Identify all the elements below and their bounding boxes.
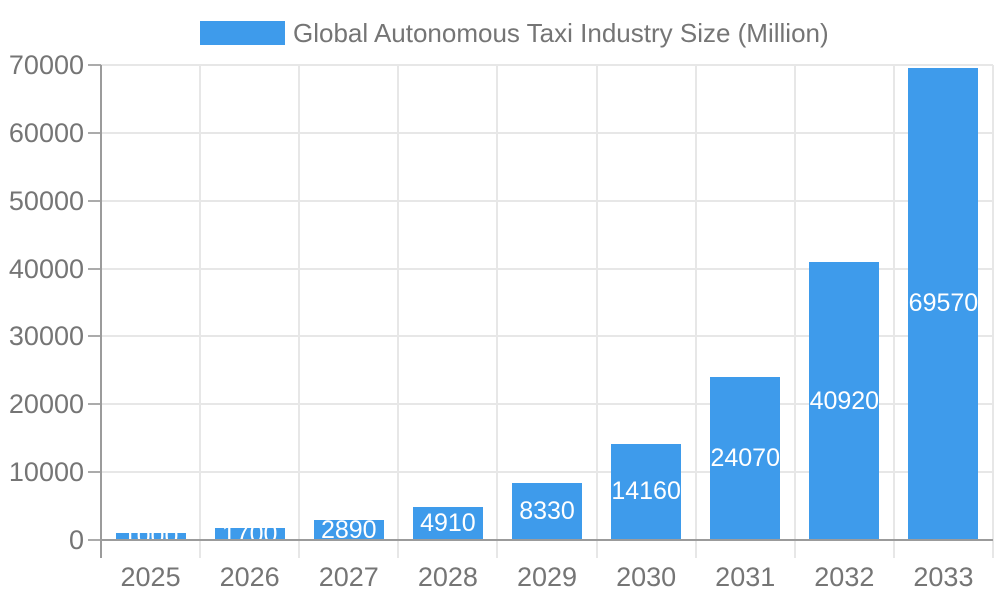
x-gridline bbox=[892, 65, 895, 540]
bar-value-label: 2890 bbox=[320, 515, 377, 544]
y-gridline bbox=[101, 403, 993, 406]
y-axis-label: 30000 bbox=[8, 321, 84, 352]
bar-2026[interactable]: 1700 bbox=[214, 521, 285, 546]
x-axis-label-2029: 2029 bbox=[516, 562, 578, 592]
x-axis-tick bbox=[595, 540, 598, 558]
bar-2028[interactable]: 4910 bbox=[412, 506, 483, 540]
x-axis-label-2025: 2025 bbox=[120, 562, 181, 592]
y-gridline bbox=[101, 131, 993, 134]
x-axis-tick bbox=[892, 540, 895, 558]
bar-value-label: 69570 bbox=[908, 289, 979, 318]
bar-2025[interactable]: 1000 bbox=[115, 524, 186, 549]
x-gridline bbox=[992, 65, 994, 540]
y-axis-tick bbox=[88, 539, 101, 541]
y-axis-label: 60000 bbox=[8, 117, 84, 148]
x-axis-tick bbox=[793, 540, 796, 558]
x-axis-line bbox=[100, 539, 993, 541]
x-gridline bbox=[595, 65, 598, 540]
bar-value-label: 1700 bbox=[221, 519, 278, 548]
x-gridline bbox=[694, 65, 697, 540]
y-axis-tick bbox=[88, 64, 101, 66]
y-axis-label: 0 bbox=[68, 525, 84, 555]
y-gridline bbox=[101, 64, 993, 66]
x-axis-label-2028: 2028 bbox=[417, 562, 478, 592]
bar-value-label: 14160 bbox=[611, 477, 681, 506]
bar-2029[interactable]: 8330 bbox=[512, 483, 582, 540]
x-axis-tick bbox=[496, 540, 499, 558]
x-gridline bbox=[793, 65, 796, 540]
bar-value-label: 4910 bbox=[420, 508, 476, 537]
y-axis-label: 40000 bbox=[8, 253, 84, 284]
y-axis-label: 50000 bbox=[8, 185, 84, 216]
x-axis-tick bbox=[298, 540, 301, 558]
y-gridline bbox=[101, 267, 993, 270]
x-gridline bbox=[199, 65, 202, 540]
x-gridline bbox=[397, 65, 400, 540]
y-axis-tick bbox=[88, 199, 101, 202]
y-axis-tick bbox=[88, 403, 101, 406]
bar-value-label: 1000 bbox=[122, 522, 179, 551]
y-axis-tick bbox=[88, 267, 101, 270]
bar-2031[interactable]: 24070 bbox=[710, 376, 781, 540]
x-axis-label-2030: 2030 bbox=[616, 562, 677, 592]
y-gridline bbox=[101, 199, 993, 202]
y-axis-label: 70000 bbox=[8, 50, 84, 80]
x-gridline bbox=[298, 65, 301, 540]
x-axis-tick bbox=[397, 540, 400, 558]
bar-value-label: 40920 bbox=[809, 386, 880, 415]
bar-value-label: 24070 bbox=[710, 443, 780, 472]
plot-area: 0 10000 20000 30000 40000 50000 60000 70000 1000… bbox=[9, 51, 994, 592]
x-axis-label-2033: 2033 bbox=[913, 562, 974, 592]
x-axis-label-2026: 2026 bbox=[219, 562, 280, 592]
bar-2032[interactable]: 40920 bbox=[809, 262, 880, 540]
y-axis-tick bbox=[88, 471, 101, 474]
y-axis-label: 10000 bbox=[8, 457, 84, 488]
bar-2030[interactable]: 14160 bbox=[611, 443, 682, 540]
legend-swatch-icon bbox=[200, 21, 285, 45]
x-axis-label-2031: 2031 bbox=[715, 562, 776, 592]
y-gridline bbox=[101, 471, 993, 474]
bar-2033[interactable]: 69570 bbox=[908, 67, 979, 540]
y-gridline bbox=[101, 335, 993, 338]
legend-label: Global Autonomous Taxi Industry Size (Mi… bbox=[293, 18, 829, 48]
legend[interactable]: Global Autonomous Taxi Industry Size (Mi… bbox=[200, 18, 829, 48]
x-axis-tick bbox=[199, 540, 202, 558]
x-gridline bbox=[496, 65, 499, 540]
bar-2027[interactable]: 2890 bbox=[313, 515, 384, 544]
x-axis-label-2032: 2032 bbox=[814, 562, 875, 592]
y-axis-tick bbox=[88, 131, 101, 134]
x-axis-tick bbox=[992, 540, 994, 558]
y-axis-line bbox=[100, 65, 102, 558]
y-axis-tick bbox=[88, 335, 101, 338]
bar-value-label: 8330 bbox=[519, 497, 575, 526]
x-axis-tick bbox=[694, 540, 697, 558]
x-axis-label-2027: 2027 bbox=[318, 562, 379, 592]
y-axis-label: 20000 bbox=[8, 389, 84, 420]
